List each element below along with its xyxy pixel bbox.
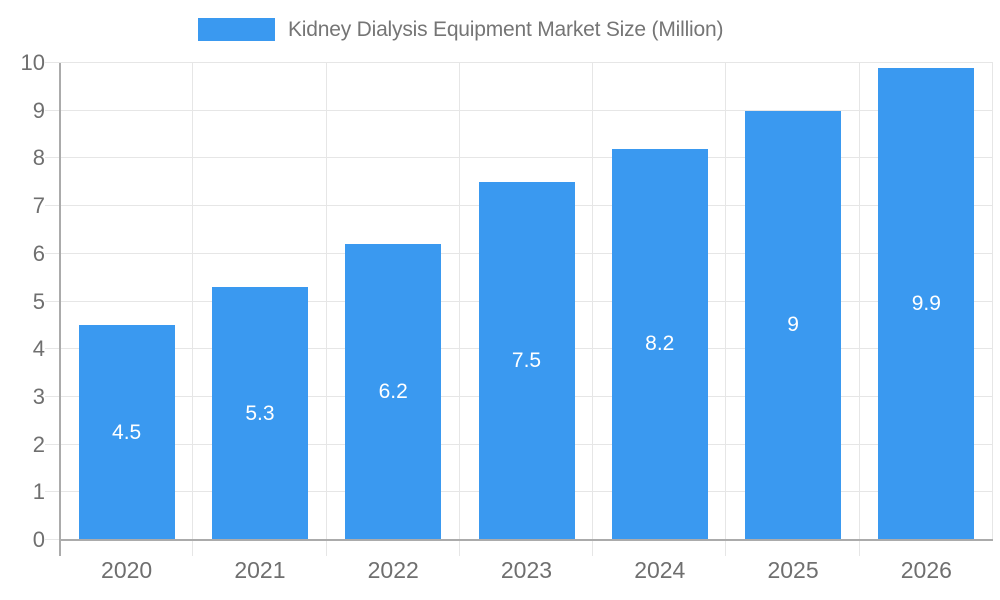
x-gridline bbox=[592, 63, 594, 540]
bar-2024[interactable]: 8.2 bbox=[611, 148, 708, 540]
y-axis-tick bbox=[45, 491, 60, 493]
x-axis-tick bbox=[592, 540, 594, 556]
y-axis-label: 1 bbox=[32, 479, 45, 505]
y-axis-tick bbox=[45, 395, 60, 397]
bar-value-label: 7.5 bbox=[511, 349, 542, 373]
y-gridline bbox=[60, 157, 993, 159]
x-axis-line bbox=[60, 539, 993, 541]
y-axis-label: 7 bbox=[32, 193, 45, 219]
bar-2021[interactable]: 5.3 bbox=[211, 287, 308, 540]
bar-value-label: 5.3 bbox=[245, 401, 275, 425]
x-gridline bbox=[192, 63, 194, 540]
y-axis-label: 9 bbox=[32, 97, 45, 123]
x-axis-label-2023: 2023 bbox=[500, 557, 553, 583]
bar-value-label: 4.5 bbox=[112, 420, 142, 444]
bar-2025[interactable]: 9 bbox=[745, 110, 842, 540]
y-axis-tick bbox=[45, 205, 60, 207]
y-axis-tick bbox=[45, 62, 60, 63]
legend-swatch bbox=[198, 18, 275, 41]
x-axis-label-2026: 2026 bbox=[900, 557, 952, 583]
y-axis-tick bbox=[45, 300, 60, 302]
y-axis-label: 4 bbox=[32, 336, 45, 362]
x-gridline bbox=[858, 63, 860, 540]
x-axis-label-2020: 2020 bbox=[101, 557, 153, 583]
x-gridline bbox=[458, 63, 460, 540]
x-gridline bbox=[725, 63, 727, 540]
x-gridline bbox=[992, 63, 993, 540]
y-axis-label: 5 bbox=[32, 288, 45, 314]
y-gridline bbox=[60, 62, 993, 63]
y-axis-tick bbox=[45, 157, 60, 159]
y-axis-tick bbox=[45, 348, 60, 350]
bar-value-label: 8.2 bbox=[645, 332, 675, 356]
bar-value-label: 6.2 bbox=[378, 380, 408, 404]
bar-2023[interactable]: 7.5 bbox=[478, 182, 575, 540]
x-gridline bbox=[325, 63, 327, 540]
x-axis-tick bbox=[458, 540, 460, 556]
y-axis-line bbox=[59, 63, 61, 556]
bar-2020[interactable]: 4.5 bbox=[78, 325, 175, 540]
y-axis-tick bbox=[45, 443, 60, 445]
x-axis-label-2025: 2025 bbox=[767, 557, 819, 583]
bar-value-label: 9.9 bbox=[911, 291, 941, 315]
y-axis-tick bbox=[45, 539, 60, 540]
y-axis-label: 0 bbox=[32, 527, 45, 552]
legend-label: Kidney Dialysis Equipment Market Size (M… bbox=[288, 18, 724, 41]
x-axis-tick bbox=[858, 540, 860, 556]
y-axis-tick bbox=[45, 109, 60, 111]
x-axis-label-2024: 2024 bbox=[634, 557, 686, 583]
x-axis-label-2021: 2021 bbox=[234, 557, 286, 583]
bar-2022[interactable]: 6.2 bbox=[345, 244, 442, 540]
x-axis-tick bbox=[192, 540, 194, 556]
x-axis-tick bbox=[325, 540, 327, 556]
x-axis-tick bbox=[725, 540, 727, 556]
y-axis-label: 6 bbox=[32, 240, 45, 266]
y-axis-label: 3 bbox=[32, 383, 45, 409]
y-axis-label: 8 bbox=[32, 145, 45, 171]
bar-value-label: 9 bbox=[787, 313, 799, 337]
y-axis-label: 2 bbox=[32, 431, 45, 457]
chart-legend: Kidney Dialysis Equipment Market Size (M… bbox=[198, 18, 723, 41]
x-axis-label-2022: 2022 bbox=[367, 557, 419, 583]
y-gridline bbox=[60, 109, 993, 111]
y-axis-label: 10 bbox=[20, 50, 45, 75]
y-axis-tick bbox=[45, 252, 60, 254]
bar-2026[interactable]: 9.9 bbox=[878, 67, 975, 540]
